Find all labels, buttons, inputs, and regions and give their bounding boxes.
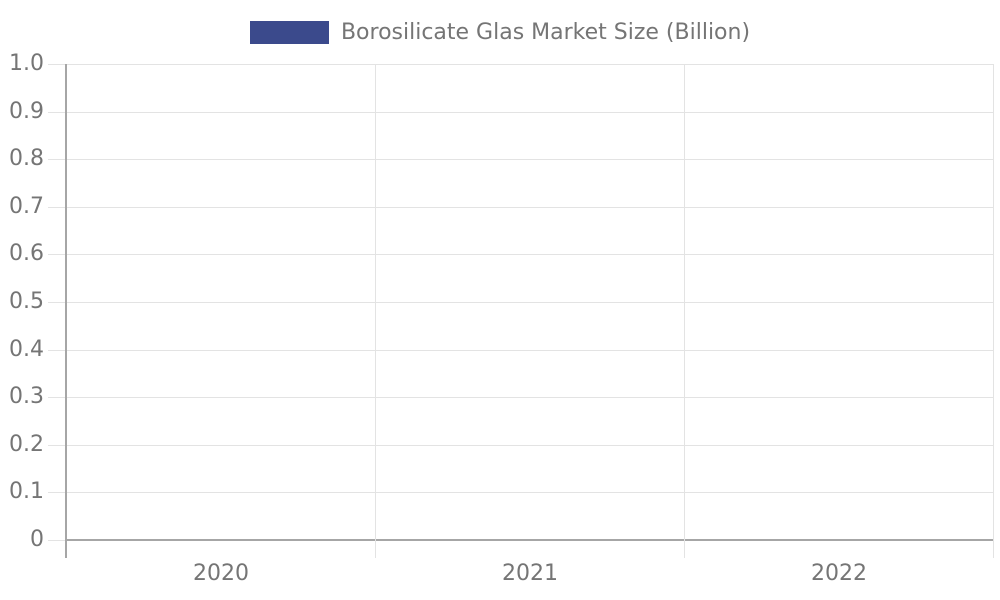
y-axis-tick-label: 0.2 xyxy=(9,432,44,457)
y-axis-tick xyxy=(48,64,66,65)
gridline-h xyxy=(66,397,994,398)
y-axis-tick xyxy=(48,397,66,398)
y-axis-tick xyxy=(48,350,66,351)
gridline-h xyxy=(66,254,994,255)
x-axis-tick-label: 2021 xyxy=(502,561,558,586)
y-axis-tick-label: 0.1 xyxy=(9,479,44,504)
y-axis-tick xyxy=(48,540,66,541)
legend: Borosilicate Glas Market Size (Billion) xyxy=(0,14,1000,50)
y-axis-tick xyxy=(48,445,66,446)
gridline-h xyxy=(66,445,994,446)
y-axis-tick-label: 0.4 xyxy=(9,337,44,362)
y-axis-tick xyxy=(48,302,66,303)
y-axis-tick xyxy=(48,112,66,113)
y-axis-tick xyxy=(48,492,66,493)
gridline-h xyxy=(66,112,994,113)
gridline-h xyxy=(66,159,994,160)
y-axis-tick xyxy=(48,159,66,160)
y-axis-tick-label: 0.8 xyxy=(9,146,44,171)
y-axis-line xyxy=(65,64,67,558)
y-axis-tick xyxy=(48,207,66,208)
y-axis-tick-label: 0.7 xyxy=(9,194,44,219)
y-axis-tick-label: 0.3 xyxy=(9,384,44,409)
x-axis-tick-label: 2020 xyxy=(193,561,249,586)
y-axis-tick-label: 0.9 xyxy=(9,99,44,124)
y-axis-tick-label: 0.6 xyxy=(9,241,44,266)
y-axis-tick xyxy=(48,254,66,255)
x-axis-tick-label: 2022 xyxy=(811,561,867,586)
gridline-v xyxy=(684,64,685,558)
gridline-h xyxy=(66,350,994,351)
legend-swatch[interactable] xyxy=(249,20,329,44)
legend-label[interactable]: Borosilicate Glas Market Size (Billion) xyxy=(340,19,751,45)
y-axis-tick-label: 0.5 xyxy=(9,289,44,314)
y-axis-tick-label: 1.0 xyxy=(9,51,44,76)
gridline-v xyxy=(375,64,376,558)
y-axis-tick-label: 0 xyxy=(30,527,44,552)
x-axis-baseline xyxy=(66,539,994,541)
gridline-h xyxy=(66,302,994,303)
gridline-h xyxy=(66,207,994,208)
gridline-h xyxy=(66,492,994,493)
gridline-v xyxy=(993,64,994,558)
gridline-h xyxy=(66,64,994,65)
